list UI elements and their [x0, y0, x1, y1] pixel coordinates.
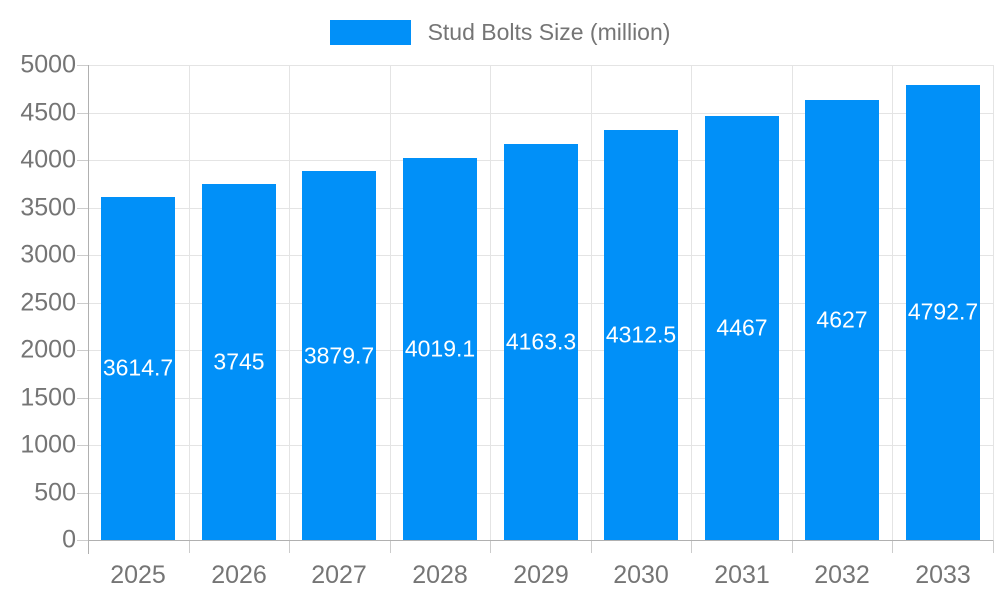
bar-value-label: 4163.3 [505, 328, 577, 355]
bar-value-label: 3879.7 [303, 342, 375, 369]
y-tick-label: 2500 [20, 288, 76, 317]
y-tick-label: 4000 [20, 145, 76, 174]
y-tick [77, 540, 88, 541]
bar[interactable] [202, 184, 276, 540]
x-tick-label: 2028 [412, 561, 468, 589]
bar-value-label: 4312.5 [605, 321, 677, 348]
x-tick [691, 540, 692, 553]
y-tick-label: 3500 [20, 193, 76, 222]
x-axis-line [88, 540, 993, 541]
y-tick [77, 350, 88, 351]
bar-value-label: 4627 [816, 306, 868, 333]
x-grid-line [792, 65, 793, 540]
x-grid-line [490, 65, 491, 540]
legend-label: Stud Bolts Size (million) [427, 18, 671, 45]
y-tick-label: 500 [34, 478, 76, 507]
x-tick [591, 540, 592, 553]
x-tick-label: 2029 [513, 561, 569, 589]
y-axis-line [88, 65, 89, 554]
bar-value-label: 3614.7 [102, 354, 174, 381]
y-tick [77, 493, 88, 494]
x-tick-label: 2027 [311, 561, 367, 589]
y-tick-label: 4500 [20, 98, 76, 127]
x-tick-label: 2031 [714, 561, 770, 589]
bar[interactable] [101, 197, 175, 540]
y-tick-label: 5000 [20, 50, 76, 79]
x-tick-label: 2025 [110, 561, 166, 589]
x-tick [993, 540, 994, 553]
bar-value-label: 4467 [716, 314, 768, 341]
x-grid-line [892, 65, 893, 540]
bar[interactable] [302, 171, 376, 540]
x-grid-line [993, 65, 994, 540]
y-tick [77, 445, 88, 446]
bar[interactable] [403, 158, 477, 540]
legend-swatch [329, 19, 411, 45]
x-grid-line [189, 65, 190, 540]
x-tick [490, 540, 491, 553]
x-tick [792, 540, 793, 553]
y-tick [77, 208, 88, 209]
x-tick-label: 2030 [613, 561, 669, 589]
chart-legend: Stud Bolts Size (million) [0, 17, 1000, 47]
y-tick [77, 303, 88, 304]
y-tick [77, 113, 88, 114]
y-tick-label: 1500 [20, 383, 76, 412]
x-tick-label: 2026 [211, 561, 267, 589]
bar[interactable] [604, 130, 678, 540]
x-grid-line [289, 65, 290, 540]
x-tick-label: 2033 [915, 561, 971, 589]
y-tick [77, 398, 88, 399]
y-tick [77, 255, 88, 256]
y-tick [77, 65, 88, 66]
x-tick-label: 2032 [814, 561, 870, 589]
x-tick [189, 540, 190, 553]
y-grid-line [88, 65, 993, 66]
bar[interactable] [504, 144, 578, 540]
y-tick-label: 3000 [20, 240, 76, 269]
bar[interactable] [805, 100, 879, 540]
x-tick [390, 540, 391, 553]
y-tick [77, 160, 88, 161]
y-tick-label: 1000 [20, 430, 76, 459]
bar-value-label: 4019.1 [404, 335, 476, 362]
bar-value-label: 3745 [213, 348, 265, 375]
x-grid-line [591, 65, 592, 540]
y-tick-label: 2000 [20, 335, 76, 364]
y-tick-label: 0 [62, 525, 76, 554]
bar[interactable] [906, 85, 980, 540]
x-grid-line [691, 65, 692, 540]
x-grid-line [390, 65, 391, 540]
bar[interactable] [705, 116, 779, 540]
y-grid-line [88, 113, 993, 114]
x-tick [892, 540, 893, 553]
bar-value-label: 4792.7 [907, 298, 979, 325]
x-tick [289, 540, 290, 553]
